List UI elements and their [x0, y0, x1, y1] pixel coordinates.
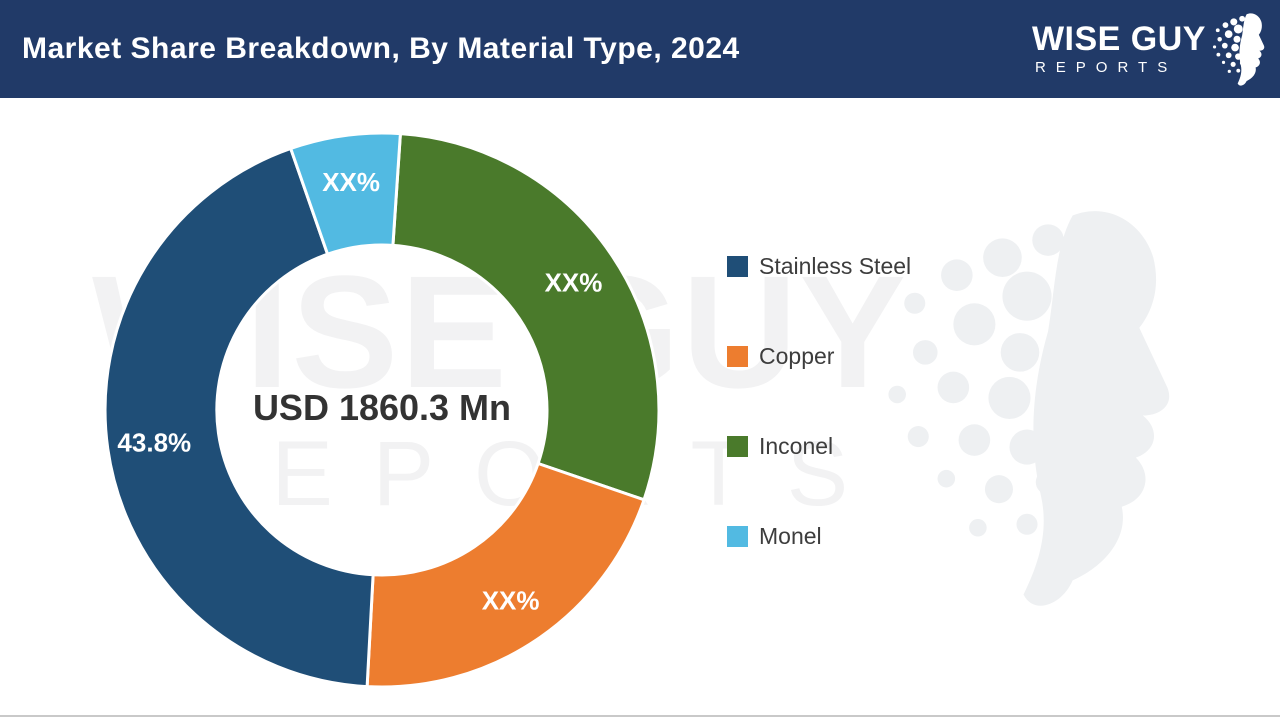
legend-swatch: [727, 256, 748, 277]
donut-segment-inconel: [391, 132, 661, 502]
legend-swatch: [727, 436, 748, 457]
legend-label: Inconel: [759, 433, 834, 459]
legend-label: Stainless Steel: [759, 253, 912, 279]
donut-segment-stainless-steel: [103, 147, 375, 689]
segment-label-inconel: XX%: [545, 268, 603, 298]
legend-swatch: [727, 346, 748, 367]
legend-item-inconel: Inconel: [727, 432, 911, 461]
bottom-divider: [0, 715, 1280, 717]
donut-segment-copper: [365, 462, 646, 689]
wise-guy-logo: WISE GUY REPORTS: [1032, 11, 1266, 88]
header: Market Share Breakdown, By Material Type…: [0, 0, 1280, 98]
donut-segment-monel: [289, 131, 402, 256]
segment-label-copper: XX%: [482, 586, 540, 616]
page-title: Market Share Breakdown, By Material Type…: [22, 32, 740, 65]
chart-legend: Stainless Steel Copper Inconel Monel: [727, 252, 911, 612]
logo-text: WISE GUY REPORTS: [1032, 22, 1206, 76]
donut-center-value: USD 1860.3 Mn: [252, 387, 512, 428]
legend-item-monel: Monel: [727, 522, 911, 551]
legend-label: Copper: [759, 343, 835, 369]
legend-swatch: [727, 526, 748, 547]
logo-wordmark: WISE GUY: [1031, 20, 1206, 58]
legend-item-stainless-steel: Stainless Steel: [727, 252, 911, 281]
segment-label-stainless-steel: 43.8%: [117, 427, 191, 457]
segment-label-monel: XX%: [322, 167, 380, 197]
legend-label: Monel: [759, 523, 822, 549]
logo-subtitle: REPORTS: [1034, 59, 1178, 76]
legend-item-copper: Copper: [727, 342, 911, 371]
logo-face-icon: [1212, 12, 1265, 86]
